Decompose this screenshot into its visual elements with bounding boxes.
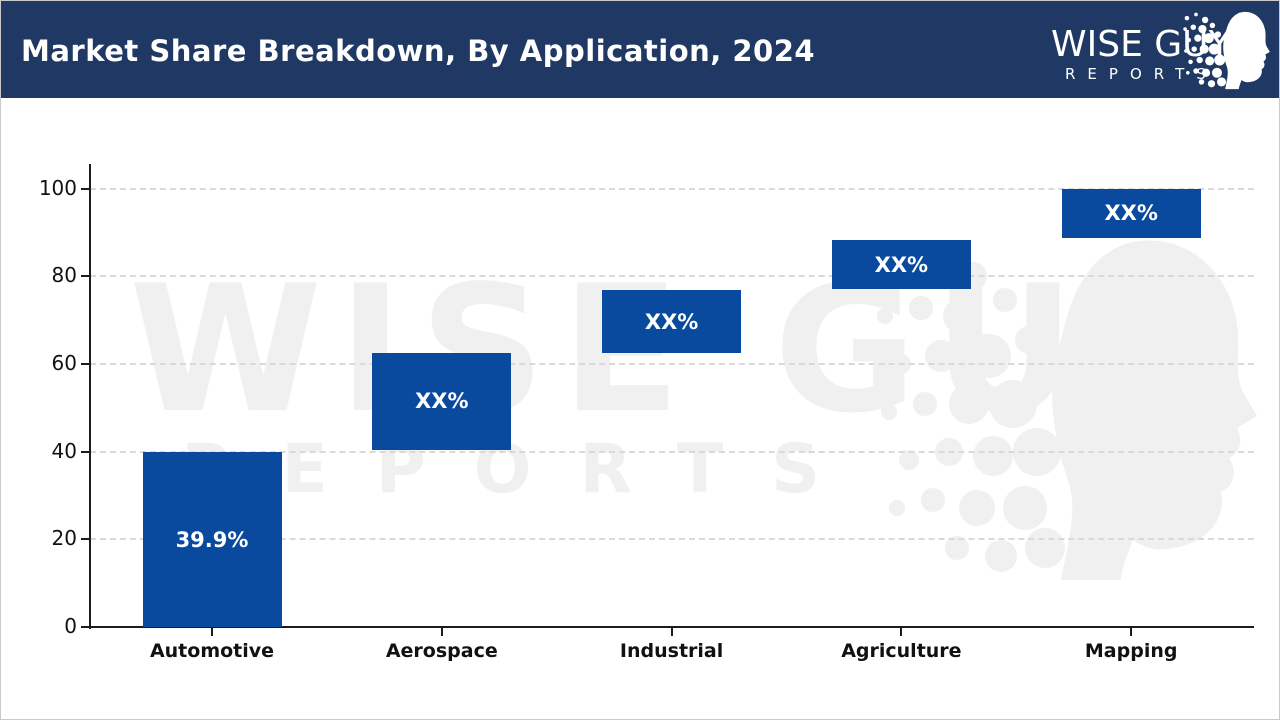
gridline-20: [90, 538, 1254, 541]
bar-mapping: XX%: [1061, 188, 1201, 239]
gridline-40: [90, 450, 1254, 453]
header-bar: Market Share Breakdown, By Application, …: [1, 1, 1279, 98]
x-tick-industrial: [670, 628, 673, 636]
y-tick-0: [81, 626, 89, 628]
gridline-100: [90, 187, 1254, 190]
gridline-80: [90, 275, 1254, 278]
gridline-60: [90, 362, 1254, 365]
bar-industrial: XX%: [602, 290, 742, 354]
x-axis-label-agriculture: Agriculture: [841, 640, 962, 662]
chart-title: Market Share Breakdown, By Application, …: [21, 34, 816, 68]
y-tick-40: [81, 450, 89, 453]
x-axis-label-aerospace: Aerospace: [385, 640, 498, 662]
watermark-face-icon: [877, 240, 1257, 580]
y-tick-100: [81, 187, 89, 190]
logo-face-icon: [1183, 11, 1270, 90]
x-axis-label-mapping: Mapping: [1084, 640, 1178, 662]
x-tick-agriculture: [900, 628, 903, 636]
y-tick-label-20: 20: [51, 526, 77, 551]
bar-value-label-aerospace: XX%: [415, 389, 469, 414]
y-tick-60: [81, 362, 89, 365]
y-tick-label-40: 40: [51, 438, 77, 463]
logo-subtitle: REPORTS: [1065, 65, 1218, 83]
bar-value-label-mapping: XX%: [1104, 201, 1158, 226]
y-tick-label-60: 60: [51, 350, 77, 375]
y-tick-20: [81, 538, 89, 541]
x-axis-line: [89, 626, 1254, 628]
y-axis-line: [89, 164, 91, 629]
bar-value-label-automotive: 39.9%: [175, 527, 249, 552]
x-axis-label-industrial: Industrial: [619, 640, 724, 662]
x-tick-aerospace: [440, 628, 443, 636]
x-axis-label-automotive: Automotive: [149, 640, 275, 662]
bar-value-label-industrial: XX%: [644, 309, 699, 334]
y-tick-label-80: 80: [51, 263, 77, 288]
bar-automotive: 39.9%: [142, 452, 282, 627]
x-tick-mapping: [1130, 628, 1133, 636]
y-tick-80: [81, 275, 89, 278]
bar-agriculture: XX%: [831, 240, 971, 290]
watermark-subtitle: REPORTS: [181, 430, 869, 509]
y-tick-label-100: 100: [38, 175, 77, 200]
wiseguy-logo: WISE GUY REPORTS: [1013, 7, 1273, 93]
chart-area: WISE GUY REPORTS 0 20 40 60 80 100 Automotive A…: [1, 98, 1279, 719]
bar-value-label-agriculture: XX%: [874, 252, 929, 277]
bar-aerospace: XX%: [372, 352, 512, 450]
logo-text: WISE GUY REPORTS: [1051, 27, 1231, 82]
y-tick-label-0: 0: [64, 614, 77, 638]
x-tick-automotive: [211, 628, 213, 636]
